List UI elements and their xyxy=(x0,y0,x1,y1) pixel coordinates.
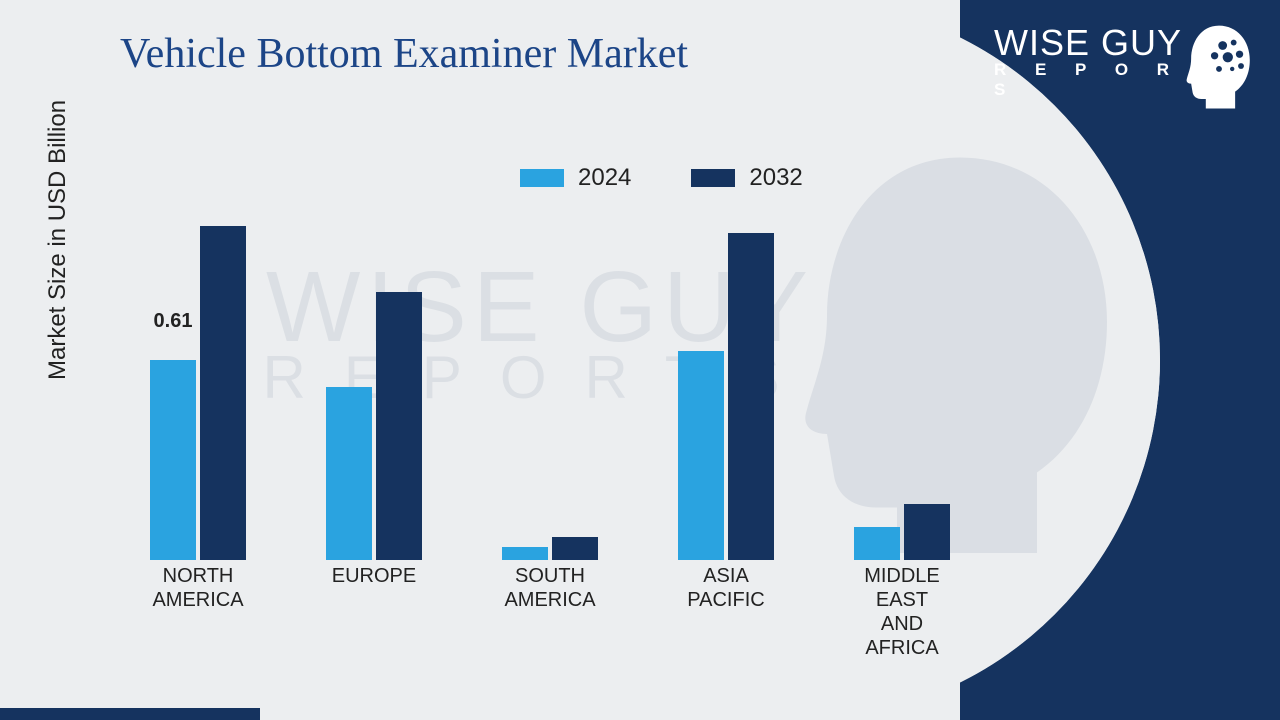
category-label: NORTH AMERICA xyxy=(110,564,286,612)
legend-swatch-a xyxy=(520,169,564,187)
bar-series-b xyxy=(552,537,598,560)
bar-series-a xyxy=(502,547,548,560)
category-label: SOUTH AMERICA xyxy=(462,564,638,612)
legend-label-a: 2024 xyxy=(578,164,631,192)
bottom-accent-bar xyxy=(0,708,260,720)
bar-series-a xyxy=(150,360,196,560)
brand-logo: WISE GUY R E P O R T S xyxy=(994,22,1254,112)
bar-series-b xyxy=(904,504,950,560)
category-label: EUROPE xyxy=(286,564,462,588)
legend-item-2024: 2024 xyxy=(520,164,631,192)
bar-series-b xyxy=(200,226,246,560)
bar-series-a xyxy=(326,387,372,560)
bar-value-label: 0.61 xyxy=(154,310,193,333)
bar-series-b xyxy=(728,233,774,560)
chart-plot-area: 0.61 xyxy=(110,200,990,560)
category-label: ASIA PACIFIC xyxy=(638,564,814,612)
bar-series-a xyxy=(854,527,900,560)
legend-label-b: 2032 xyxy=(749,164,802,192)
y-axis-label: Market Size in USD Billion xyxy=(44,100,72,380)
infographic-page: WISE GUY REPORTS WISE GUY R E P O R T S … xyxy=(0,0,1280,720)
bar-series-a xyxy=(678,351,724,560)
bar-series-b xyxy=(376,292,422,560)
chart-title: Vehicle Bottom Examiner Market xyxy=(120,30,688,78)
brand-head-icon xyxy=(1180,22,1258,110)
legend-swatch-b xyxy=(691,169,735,187)
category-label: MIDDLE EAST AND AFRICA xyxy=(814,564,990,660)
legend-item-2032: 2032 xyxy=(691,164,802,192)
legend: 2024 2032 xyxy=(520,164,803,192)
